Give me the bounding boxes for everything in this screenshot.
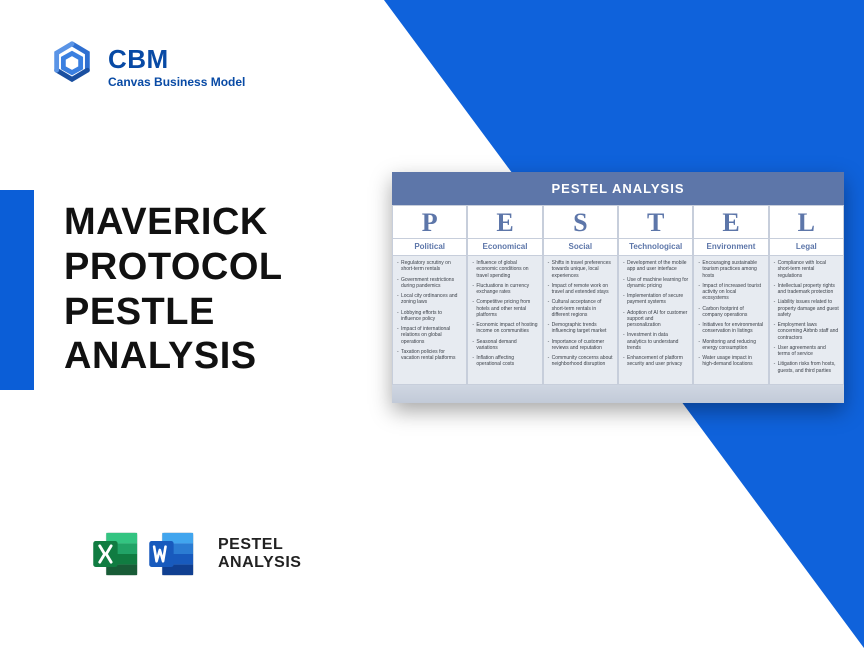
pestel-item: Implementation of secure payment systems: [623, 293, 688, 306]
pestel-item: Impact of remote work on travel and exte…: [548, 283, 613, 296]
pestel-letter: L: [769, 205, 844, 239]
pestel-item: User agreements and terms of service: [774, 345, 839, 358]
pestel-labels-row: PoliticalEconomicalSocialTechnologicalEn…: [392, 239, 844, 256]
pestel-item: Adoption of AI for customer support and …: [623, 310, 688, 329]
pestel-item: Carbon footprint of company operations: [698, 306, 763, 319]
pestel-card: PESTEL ANALYSIS PESTEL PoliticalEconomic…: [392, 172, 844, 403]
footer-label-line: ANALYSIS: [218, 554, 301, 572]
pestel-item: Regulatory scrutiny on short-term rental…: [397, 260, 462, 273]
brand-logo-icon: [48, 40, 96, 93]
headline-line: PROTOCOL: [64, 245, 283, 290]
footer-icons: PESTEL ANALYSIS: [90, 528, 301, 580]
pestel-card-footer: [392, 385, 844, 403]
page-title: MAVERICK PROTOCOL PESTLE ANALYSIS: [64, 200, 283, 379]
pestel-label: Economical: [467, 239, 542, 256]
pestel-item: Investment in data analytics to understa…: [623, 332, 688, 351]
pestel-letter: P: [392, 205, 467, 239]
pestel-items: Influence of global economic conditions …: [467, 256, 542, 385]
side-accent-bar: [0, 190, 34, 390]
pestel-item: Local city ordinances and zoning laws: [397, 293, 462, 306]
pestel-items-row: Regulatory scrutiny on short-term rental…: [392, 256, 844, 385]
pestel-letters-row: PESTEL: [392, 205, 844, 239]
pestel-item: Use of machine learning for dynamic pric…: [623, 277, 688, 290]
pestel-item: Litigation risks from hosts, guests, and…: [774, 361, 839, 374]
pestel-item: Inflation affecting operational costs: [472, 355, 537, 368]
pestel-item: Shifts in travel preferences towards uni…: [548, 260, 613, 279]
pestel-item: Economic impact of hosting income on com…: [472, 322, 537, 335]
pestel-item: Water usage impact in high-demand locati…: [698, 355, 763, 368]
pestel-item: Fluctuations in currency exchange rates: [472, 283, 537, 296]
pestel-letter: S: [543, 205, 618, 239]
pestel-items: Shifts in travel preferences towards uni…: [543, 256, 618, 385]
pestel-item: Cultural acceptance of short-term rental…: [548, 299, 613, 318]
brand-name: CBM: [108, 44, 245, 75]
pestel-items: Development of the mobile app and user i…: [618, 256, 693, 385]
pestel-item: Taxation policies for vacation rental pl…: [397, 349, 462, 362]
pestel-letter: T: [618, 205, 693, 239]
pestel-label: Technological: [618, 239, 693, 256]
pestel-item: Community concerns about neighborhood di…: [548, 355, 613, 368]
pestel-item: Development of the mobile app and user i…: [623, 260, 688, 273]
pestel-item: Impact of international relations on glo…: [397, 326, 462, 345]
footer-label: PESTEL ANALYSIS: [218, 536, 301, 571]
pestel-item: Compliance with local short-term rental …: [774, 260, 839, 279]
pestel-label: Social: [543, 239, 618, 256]
pestel-item: Liability issues related to property dam…: [774, 299, 839, 318]
pestel-label: Legal: [769, 239, 844, 256]
pestel-item: Monitoring and reducing energy consumpti…: [698, 339, 763, 352]
pestel-item: Importance of customer reviews and reput…: [548, 339, 613, 352]
word-icon: [146, 528, 198, 580]
headline-line: ANALYSIS: [64, 334, 283, 379]
excel-icon: [90, 528, 142, 580]
pestel-item: Influence of global economic conditions …: [472, 260, 537, 279]
pestel-items: Encouraging sustainable tourism practice…: [693, 256, 768, 385]
pestel-item: Impact of increased tourist activity on …: [698, 283, 763, 302]
brand-tagline: Canvas Business Model: [108, 75, 245, 89]
pestel-item: Employment laws concerning Airbnb staff …: [774, 322, 839, 341]
pestel-item: Demographic trends influencing target ma…: [548, 322, 613, 335]
pestel-items: Compliance with local short-term rental …: [769, 256, 844, 385]
headline-line: MAVERICK: [64, 200, 283, 245]
pestel-item: Government restrictions during pandemics: [397, 277, 462, 290]
pestel-letter: E: [467, 205, 542, 239]
footer-label-line: PESTEL: [218, 536, 301, 554]
pestel-label: Environment: [693, 239, 768, 256]
brand-logo: CBM Canvas Business Model: [48, 40, 245, 93]
pestel-item: Seasonal demand variations: [472, 339, 537, 352]
pestel-item: Lobbying efforts to influence policy: [397, 310, 462, 323]
pestel-item: Intellectual property rights and tradema…: [774, 283, 839, 296]
pestel-letter: E: [693, 205, 768, 239]
pestel-item: Encouraging sustainable tourism practice…: [698, 260, 763, 279]
pestel-item: Initiatives for environmental conservati…: [698, 322, 763, 335]
pestel-label: Political: [392, 239, 467, 256]
pestel-item: Enhancement of platform security and use…: [623, 355, 688, 368]
pestel-items: Regulatory scrutiny on short-term rental…: [392, 256, 467, 385]
pestel-card-title: PESTEL ANALYSIS: [392, 172, 844, 205]
headline-line: PESTLE: [64, 290, 283, 335]
pestel-item: Competitive pricing from hotels and othe…: [472, 299, 537, 318]
